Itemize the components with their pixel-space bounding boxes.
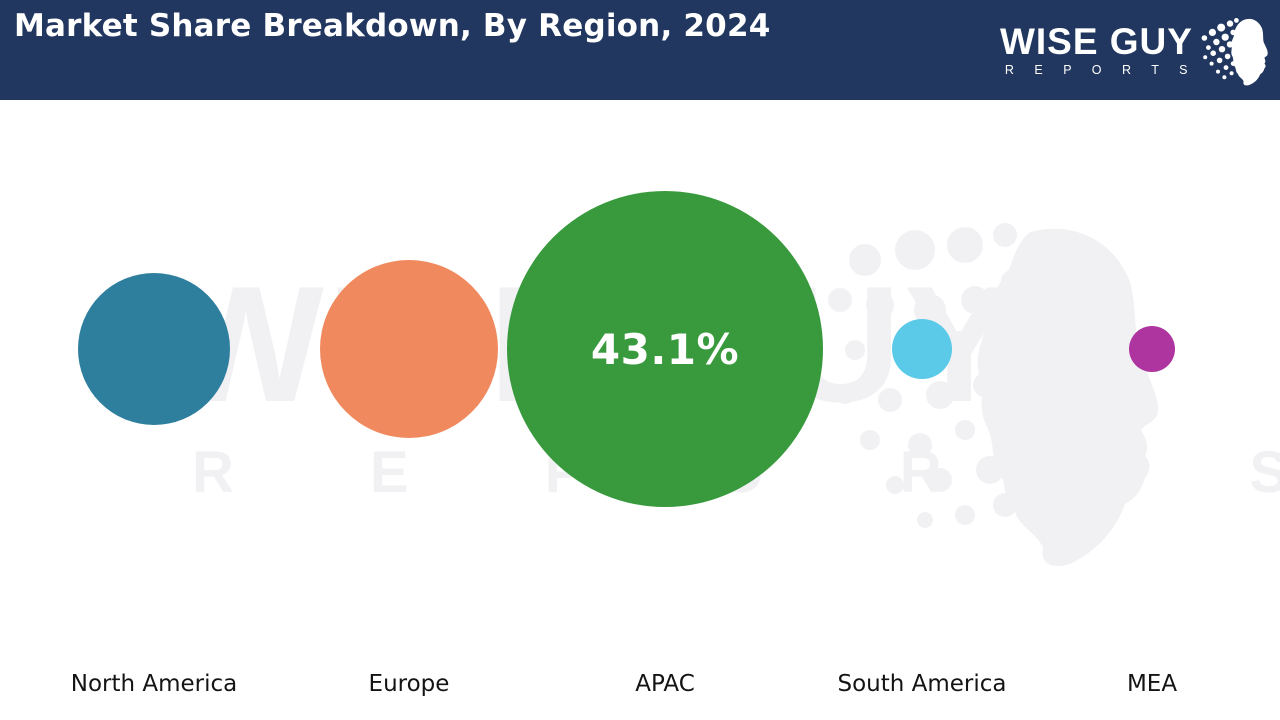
bubble-north-america[interactable] <box>78 273 230 425</box>
bubble-europe[interactable] <box>320 260 498 438</box>
brand-subtitle: R E P O R T S <box>1004 63 1196 77</box>
page-title: Market Share Breakdown, By Region, 2024 <box>14 8 771 44</box>
bubble-apac[interactable]: 43.1% <box>507 191 823 507</box>
category-label-mea: MEA <box>1126 671 1178 697</box>
bubble-mea[interactable] <box>1129 326 1175 372</box>
brand-logo-text: WISE GUY R E P O R T S <box>997 23 1196 77</box>
brand-logo: WISE GUY R E P O R T S <box>997 0 1270 100</box>
category-label-europe: Europe <box>368 671 450 697</box>
face-profile-dots-watermark-icon <box>828 223 1159 567</box>
brand-name: WISE GUY <box>999 21 1193 62</box>
face-profile-dots-icon <box>1201 18 1268 86</box>
category-label-south-america: South America <box>837 671 1007 697</box>
bubble-value-label: 43.1% <box>590 324 740 374</box>
category-label-north-america: North America <box>70 671 238 697</box>
category-label-apac: APAC <box>635 671 695 697</box>
header: Market Share Breakdown, By Region, 2024 … <box>0 0 1280 100</box>
bubble-south-america[interactable] <box>892 319 952 379</box>
